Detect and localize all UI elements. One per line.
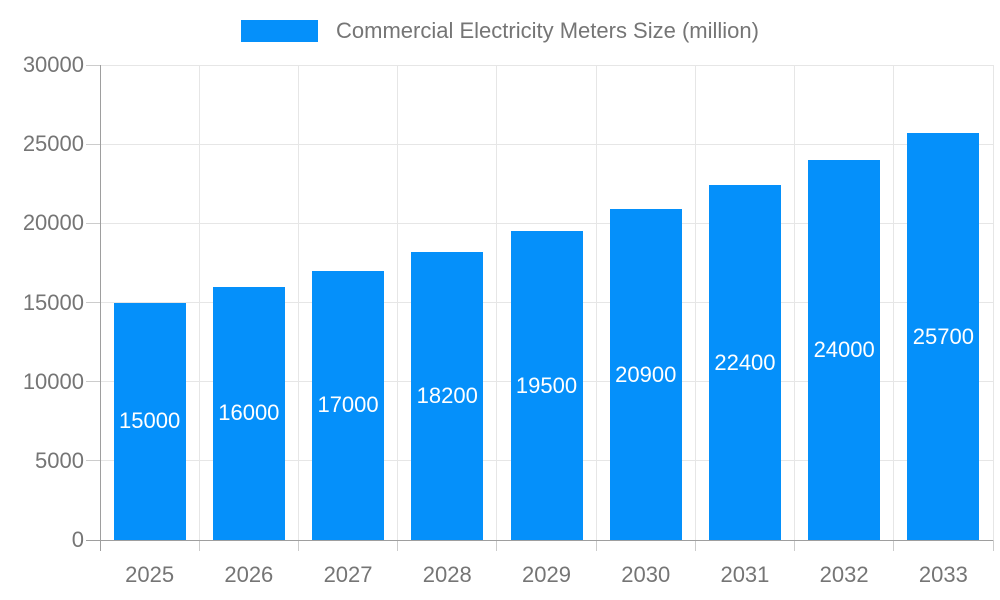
x-tick — [397, 540, 399, 551]
bar[interactable]: 25700 — [907, 133, 980, 540]
x-tick — [595, 540, 597, 551]
x-tick — [992, 540, 994, 551]
y-axis-label: 0 — [71, 527, 84, 552]
bar-value-label: 24000 — [813, 337, 875, 362]
y-tick — [86, 143, 100, 145]
bar-value-label: 17000 — [317, 392, 379, 418]
y-axis-label: 5000 — [35, 447, 84, 473]
x-axis-label: 2027 — [323, 562, 373, 587]
bar[interactable]: 17000 — [312, 270, 385, 540]
x-axis-label: 2033 — [918, 562, 968, 587]
v-gridline — [198, 65, 200, 540]
bar[interactable]: 19500 — [510, 231, 583, 540]
h-gridline — [100, 143, 993, 145]
v-gridline — [496, 65, 498, 540]
bar[interactable]: 18200 — [411, 251, 484, 540]
y-tick — [86, 64, 100, 66]
bar[interactable]: 22400 — [708, 185, 781, 540]
x-tick — [496, 540, 498, 551]
y-axis-label: 20000 — [22, 210, 84, 236]
v-gridline — [992, 65, 994, 540]
bar-value-label: 20900 — [615, 361, 677, 387]
bar-value-label: 18200 — [416, 382, 478, 408]
y-tick — [86, 302, 100, 303]
h-gridline — [100, 64, 993, 66]
y-axis-label: 15000 — [22, 289, 84, 315]
bar-value-label: 22400 — [714, 349, 776, 375]
v-gridline — [893, 65, 895, 540]
bar[interactable]: 15000 — [113, 302, 186, 540]
v-gridline — [297, 65, 299, 540]
y-axis-label: 25000 — [22, 131, 84, 157]
bar-value-label: 19500 — [515, 372, 578, 398]
bar[interactable]: 24000 — [808, 160, 881, 540]
x-tick — [694, 540, 696, 551]
x-tick — [297, 540, 299, 551]
x-axis-line — [86, 539, 993, 541]
bar[interactable]: 16000 — [212, 286, 285, 540]
bar-value-label: 16000 — [218, 400, 280, 426]
x-axis-label: 2025 — [125, 562, 175, 587]
x-tick — [893, 540, 895, 551]
x-axis-label: 2031 — [720, 562, 770, 587]
legend-swatch-icon — [241, 20, 319, 42]
v-gridline — [595, 65, 597, 540]
v-gridline — [694, 65, 696, 540]
y-tick — [86, 381, 100, 383]
x-axis-label: 2029 — [522, 562, 571, 587]
x-tick — [794, 540, 796, 551]
x-axis-label: 2030 — [621, 562, 671, 587]
y-axis-label: 30000 — [22, 52, 84, 77]
x-axis-label: 2026 — [224, 562, 274, 587]
x-axis-label: 2032 — [819, 562, 869, 587]
legend-label: Commercial Electricity Meters Size (mill… — [336, 18, 759, 43]
y-axis-label: 10000 — [22, 368, 84, 394]
bar[interactable]: 20900 — [609, 209, 682, 540]
v-gridline — [397, 65, 399, 540]
y-tick — [86, 460, 100, 462]
bar-value-label: 25700 — [912, 323, 974, 349]
chart-legend[interactable]: Commercial Electricity Meters Size (mill… — [0, 16, 1000, 46]
y-tick — [86, 222, 100, 224]
bar-value-label: 15000 — [119, 408, 181, 434]
y-axis-line — [99, 65, 101, 551]
v-gridline — [794, 65, 796, 540]
h-gridline — [100, 222, 993, 224]
x-tick — [198, 540, 200, 551]
x-axis-label: 2028 — [422, 562, 472, 587]
